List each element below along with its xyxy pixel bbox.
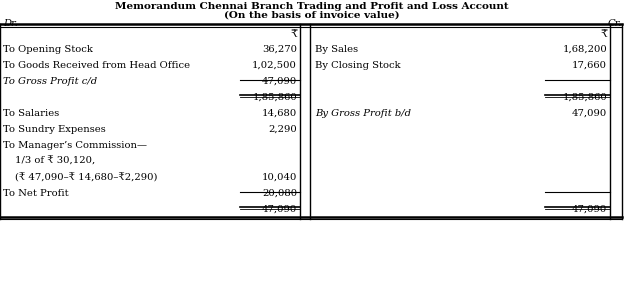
Text: ₹: ₹ xyxy=(291,29,298,39)
Text: 20,080: 20,080 xyxy=(262,189,297,198)
Text: (₹ 47,090–₹ 14,680–₹2,290): (₹ 47,090–₹ 14,680–₹2,290) xyxy=(15,173,157,182)
Text: ₹: ₹ xyxy=(601,29,608,39)
Text: 1,85,860: 1,85,860 xyxy=(252,93,297,102)
Text: By Sales: By Sales xyxy=(315,45,358,54)
Text: Dr.: Dr. xyxy=(3,19,17,28)
Text: To Opening Stock: To Opening Stock xyxy=(3,45,93,54)
Text: 47,090: 47,090 xyxy=(261,77,297,86)
Text: To Net Profit: To Net Profit xyxy=(3,189,69,198)
Text: 10,040: 10,040 xyxy=(261,173,297,182)
Text: 47,090: 47,090 xyxy=(261,205,297,214)
Text: 2,290: 2,290 xyxy=(268,125,297,134)
Text: 14,680: 14,680 xyxy=(261,109,297,118)
Text: Cr.: Cr. xyxy=(608,19,622,28)
Text: 47,090: 47,090 xyxy=(572,205,607,214)
Text: 17,660: 17,660 xyxy=(572,61,607,70)
Text: By Closing Stock: By Closing Stock xyxy=(315,61,401,70)
Text: 1,85,860: 1,85,860 xyxy=(562,93,607,102)
Text: To Goods Received from Head Office: To Goods Received from Head Office xyxy=(3,61,190,70)
Text: To Gross Profit c/d: To Gross Profit c/d xyxy=(3,77,97,86)
Text: 36,270: 36,270 xyxy=(262,45,297,54)
Text: 47,090: 47,090 xyxy=(572,109,607,118)
Text: 1,02,500: 1,02,500 xyxy=(252,61,297,70)
Text: To Salaries: To Salaries xyxy=(3,109,59,118)
Text: To Sundry Expenses: To Sundry Expenses xyxy=(3,125,105,134)
Text: Memorandum Chennai Branch Trading and Profit and Loss Account: Memorandum Chennai Branch Trading and Pr… xyxy=(115,2,509,11)
Text: (On the basis of invoice value): (On the basis of invoice value) xyxy=(224,11,400,20)
Text: By Gross Profit b/d: By Gross Profit b/d xyxy=(315,109,411,118)
Text: 1/3 of ₹ 30,120,: 1/3 of ₹ 30,120, xyxy=(15,157,95,166)
Text: To Manager’s Commission—: To Manager’s Commission— xyxy=(3,141,147,150)
Text: 1,68,200: 1,68,200 xyxy=(562,45,607,54)
